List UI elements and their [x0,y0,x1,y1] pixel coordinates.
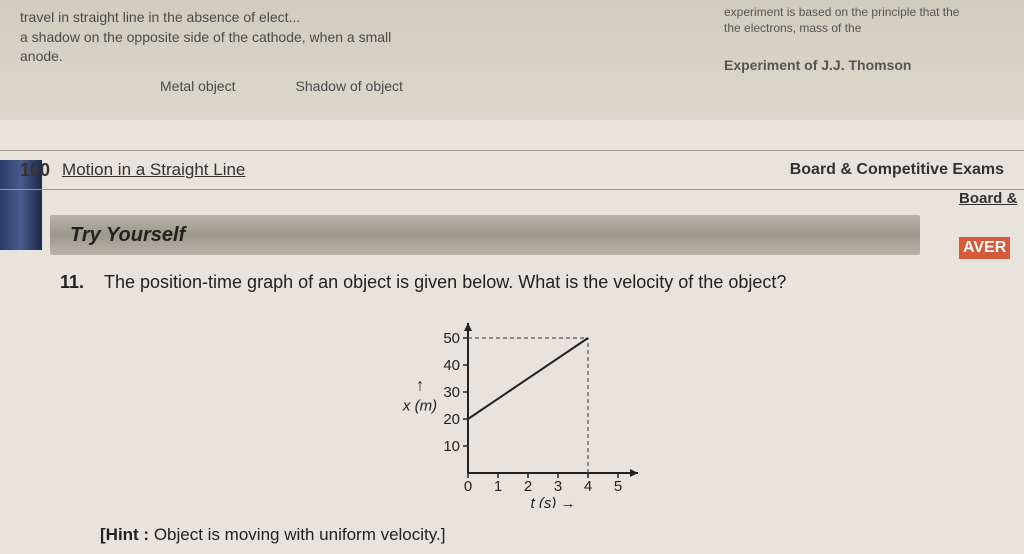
question-block: 11. The position-time graph of an object… [60,270,930,295]
board-label: Board & Competitive Exams [790,161,1004,179]
top-right-fragment: experiment is based on the principle tha… [724,5,1004,74]
svg-text:x (m): x (m) [402,398,437,415]
try-yourself-bar: Try Yourself [50,215,920,255]
svg-text:1: 1 [494,478,502,495]
position-time-chart: 0 1 2 3 4 5 10 20 30 40 50 t (s) → x (m) ↑ [400,308,660,508]
section-number: 100 [20,160,50,181]
hint-body: Object is moving with uniform velocity.] [154,525,446,544]
svg-text:t (s) →: t (s) → [531,495,576,508]
shadow-object-label: Shadow of object [295,77,402,97]
frag-r2: the electrons, mass of the [724,21,1004,37]
question-number: 11. [60,270,90,295]
section-title: Motion in a Straight Line [62,160,790,180]
question-text: The position-time graph of an object is … [104,270,930,295]
svg-text:4: 4 [584,478,592,495]
right-page-labels: Board & AVER [959,190,1019,259]
section-header: 100 Motion in a Straight Line Board & Co… [0,150,1024,190]
svg-text:20: 20 [443,411,460,428]
metal-object-label: Metal object [160,77,235,97]
question-row: 11. The position-time graph of an object… [60,270,930,295]
svg-text:3: 3 [554,478,562,495]
svg-text:40: 40 [443,357,460,374]
hint-line: [Hint : Object is moving with uniform ve… [100,525,445,545]
svg-text:↑: ↑ [416,376,425,395]
svg-text:0: 0 [464,478,472,495]
try-yourself-text: Try Yourself [70,224,185,247]
svg-text:2: 2 [524,478,532,495]
metal-shadow-labels: Metal object Shadow of object [160,77,1004,97]
frag-r1: experiment is based on the principle tha… [724,5,1004,21]
svg-text:30: 30 [443,384,460,401]
experiment-title: Experiment of J.J. Thomson [724,56,1004,74]
chart-svg: 0 1 2 3 4 5 10 20 30 40 50 t (s) → x (m) ↑ [400,308,660,508]
svg-text:5: 5 [614,478,622,495]
svg-text:10: 10 [443,438,460,455]
right-board-label: Board & [959,190,1019,207]
svg-text:50: 50 [443,330,460,347]
right-aver-label: AVER [959,237,1010,259]
hint-prefix: [Hint : [100,525,154,544]
